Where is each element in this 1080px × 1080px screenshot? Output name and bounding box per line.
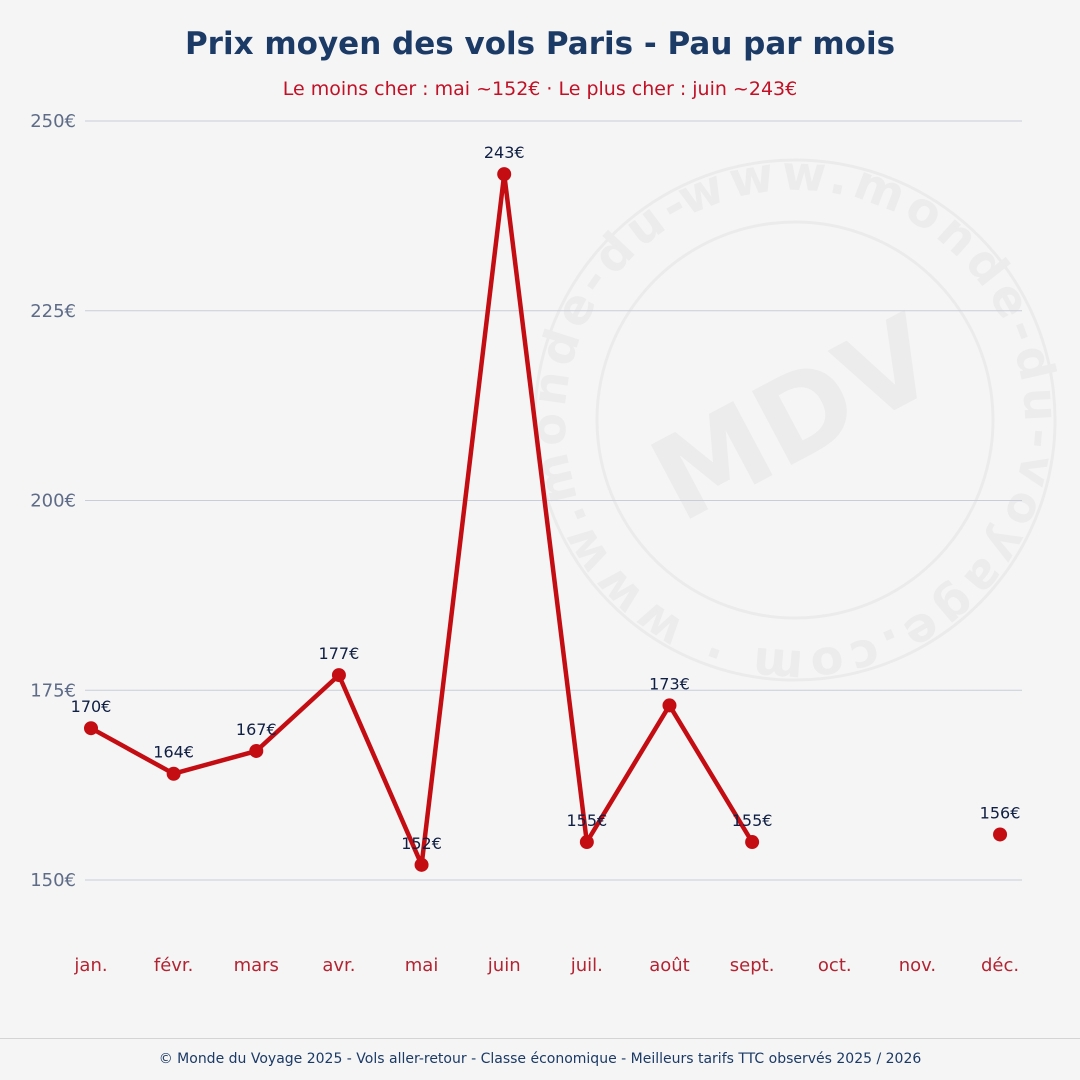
value-label: 173€ (649, 674, 690, 693)
footer: © Monde du Voyage 2025 - Vols aller-reto… (0, 1038, 1080, 1067)
x-tick-label: mai (405, 955, 439, 976)
data-point (166, 766, 181, 781)
value-label: 167€ (236, 720, 277, 739)
line-chart: www.monde-du-voyage.com · www.monde-du-v… (0, 0, 1080, 1030)
x-tick-label: nov. (899, 955, 936, 976)
data-point (579, 835, 594, 850)
value-label: 177€ (319, 644, 360, 663)
value-label: 156€ (980, 803, 1021, 822)
y-tick-label: 225€ (30, 301, 76, 322)
y-axis-labels: 150€ 175€ 200€ 225€ 250€ (30, 111, 76, 891)
data-point (497, 167, 512, 182)
data-point (662, 698, 677, 713)
x-tick-label: sept. (730, 955, 775, 976)
value-label: 170€ (71, 697, 112, 716)
data-point (745, 835, 760, 850)
y-tick-label: 250€ (30, 111, 76, 132)
y-tick-label: 200€ (30, 491, 76, 512)
page-title: Prix moyen des vols Paris - Pau par mois (184, 26, 896, 62)
data-points (84, 167, 1008, 872)
chart-subtitle: Le moins cher : mai ~152€ · Le plus cher… (282, 78, 798, 100)
price-line (91, 174, 1000, 865)
x-tick-label: août (649, 955, 690, 976)
gridlines (85, 120, 1022, 881)
data-point (331, 668, 346, 683)
value-label: 155€ (732, 811, 773, 830)
value-label: 164€ (153, 743, 194, 762)
x-tick-label: févr. (154, 955, 194, 976)
x-axis-labels: jan. févr. mars avr. mai juin juil. août sept. oc… (73, 955, 1019, 976)
footer-text: © Monde du Voyage 2025 - Vols aller-reto… (158, 1051, 922, 1067)
x-tick-label: juin (487, 955, 521, 976)
y-tick-label: 150€ (30, 870, 76, 891)
watermark-initials: MDV (631, 290, 958, 549)
y-tick-label: 175€ (30, 680, 76, 701)
x-tick-label: mars (234, 955, 279, 976)
x-tick-label: oct. (818, 955, 852, 976)
x-tick-label: avr. (322, 955, 355, 976)
value-label: 243€ (484, 143, 525, 162)
value-label: 155€ (566, 811, 607, 830)
data-point (993, 827, 1008, 842)
value-label: 152€ (401, 834, 442, 853)
watermark: www.monde-du-voyage.com · www.monde-du-v… (0, 0, 1080, 1030)
watermark-outer-ring (533, 158, 1057, 682)
x-tick-label: jan. (73, 955, 107, 976)
data-point (84, 721, 98, 736)
x-tick-label: déc. (981, 955, 1019, 976)
value-labels: 170€ 164€ 167€ 177€ 152€ 243€ 155€ 173€ 155€ 156€ (71, 143, 1021, 853)
data-point (414, 857, 429, 872)
data-point (249, 743, 264, 758)
watermark-inner-ring (595, 220, 995, 620)
price-line-path (91, 174, 1000, 865)
x-tick-label: juil. (570, 955, 603, 976)
watermark-ring-text: www.monde-du-voyage.com · www.monde-du-v… (0, 0, 1080, 1030)
